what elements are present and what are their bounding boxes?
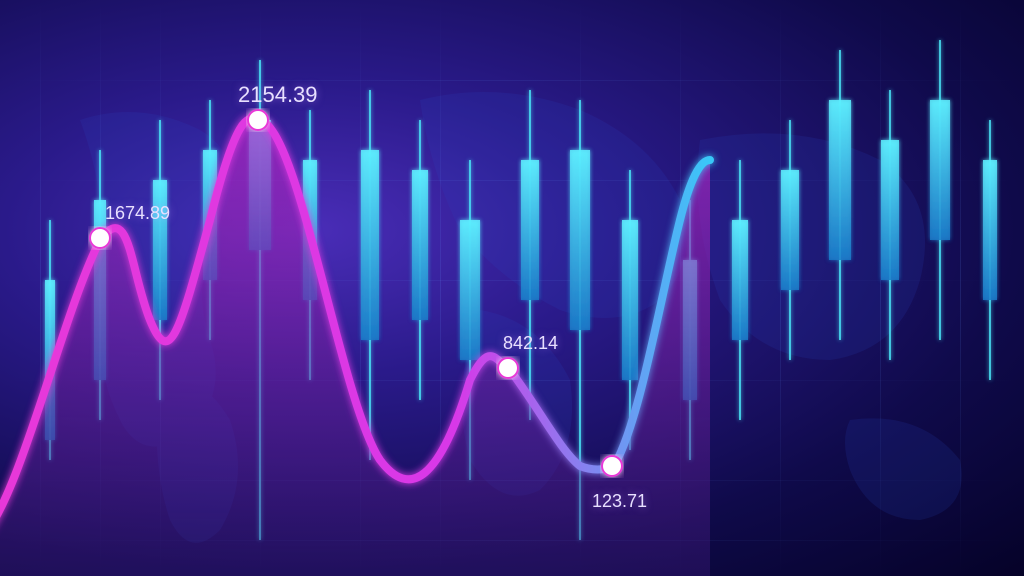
data-point-label-1: 1674.89: [105, 203, 170, 224]
data-point-label-2: 2154.39: [238, 82, 318, 108]
data-point-label-3: 842.14: [503, 333, 558, 354]
spline-chart: [0, 0, 1024, 576]
data-point-label-4: 123.71: [592, 491, 647, 512]
